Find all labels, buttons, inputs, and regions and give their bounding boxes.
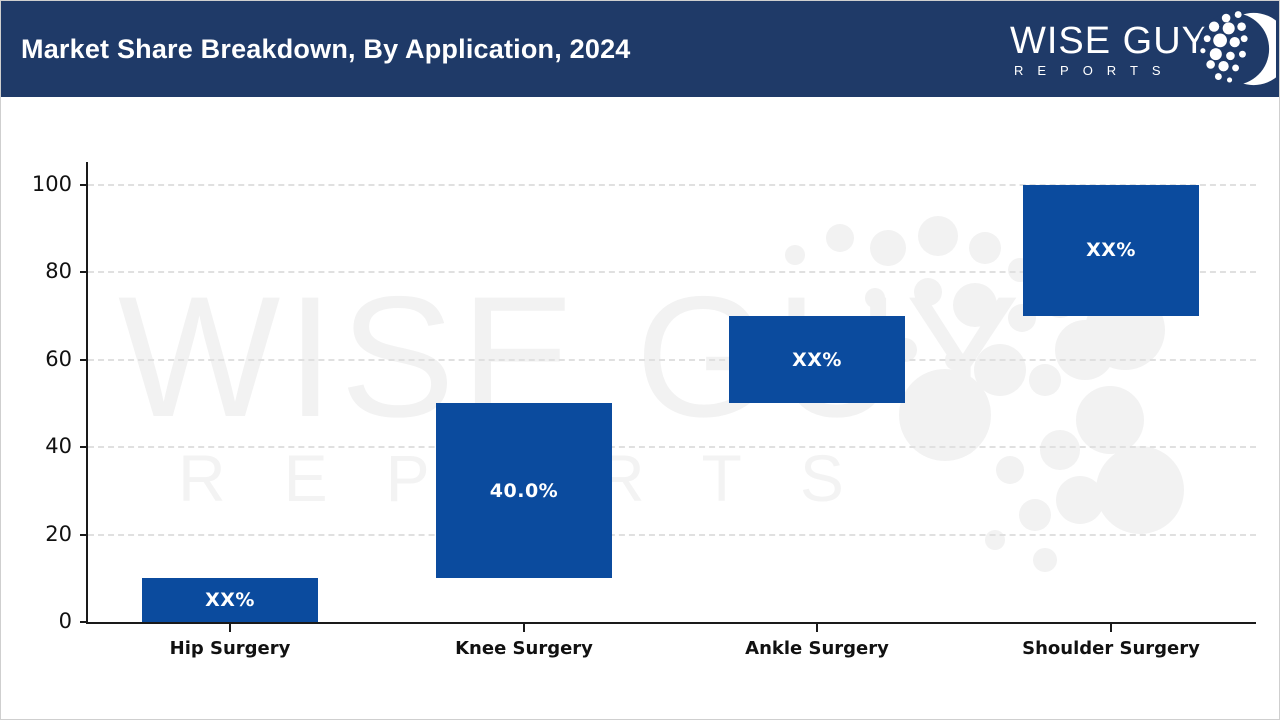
header-bar: Market Share Breakdown, By Application, … xyxy=(0,0,1280,97)
gridline-y-40 xyxy=(88,446,1256,448)
logo-face-icon xyxy=(1196,11,1276,86)
y-axis-tick-label: 20 xyxy=(45,521,72,546)
wiseguy-logo: WISE GUY REPORTS xyxy=(1010,22,1208,78)
x-axis-tick-mark xyxy=(229,624,231,632)
logo-text-line1: WISE GUY xyxy=(1009,20,1208,62)
y-axis-tick-label: 60 xyxy=(45,346,72,371)
bar-value-label: XX% xyxy=(205,589,255,612)
x-axis-line xyxy=(86,622,1256,624)
x-axis-tick-mark xyxy=(523,624,525,632)
y-axis-tick-label: 80 xyxy=(45,259,72,283)
y-axis-tick-label: 100 xyxy=(31,171,72,196)
bar-ankle-surgery: XX% xyxy=(729,315,905,404)
logo-text-line2: REPORTS xyxy=(1013,63,1175,78)
bar-value-label: XX% xyxy=(792,348,842,371)
gridline-y-60 xyxy=(88,358,1256,361)
y-axis-tick-label: 40 xyxy=(45,434,72,458)
bar-knee-surgery: 40.0% xyxy=(436,403,612,579)
x-axis-tick-mark xyxy=(816,624,818,632)
x-axis-tick-mark xyxy=(1110,624,1112,632)
y-axis-tick-mark xyxy=(80,183,88,186)
y-axis-tick-mark xyxy=(80,271,88,273)
y-axis-tick-mark xyxy=(80,621,88,623)
y-axis-tick-mark xyxy=(80,358,88,361)
bar-value-label: 40.0% xyxy=(489,479,559,502)
x-axis-category-label: Shoulder Surgery xyxy=(1022,638,1200,659)
y-axis-tick-mark xyxy=(80,533,88,536)
page-title: Market Share Breakdown, By Application, … xyxy=(21,34,631,64)
x-axis-category-label: Knee Surgery xyxy=(455,638,593,659)
gridline-y-100 xyxy=(88,183,1256,186)
y-axis-tick-mark xyxy=(80,446,88,448)
gridline-y-80 xyxy=(88,271,1256,273)
bar-shoulder-surgery: XX% xyxy=(1023,184,1199,316)
bar-value-label: XX% xyxy=(1086,239,1136,262)
x-axis-category-label: Hip Surgery xyxy=(169,638,291,659)
bar-hip-surgery: XX% xyxy=(142,578,318,622)
y-axis-line xyxy=(86,162,88,624)
x-axis-category-label: Ankle Surgery xyxy=(745,638,889,659)
y-axis-tick-label: 0 xyxy=(58,609,72,633)
gridline-y-20 xyxy=(88,533,1256,536)
